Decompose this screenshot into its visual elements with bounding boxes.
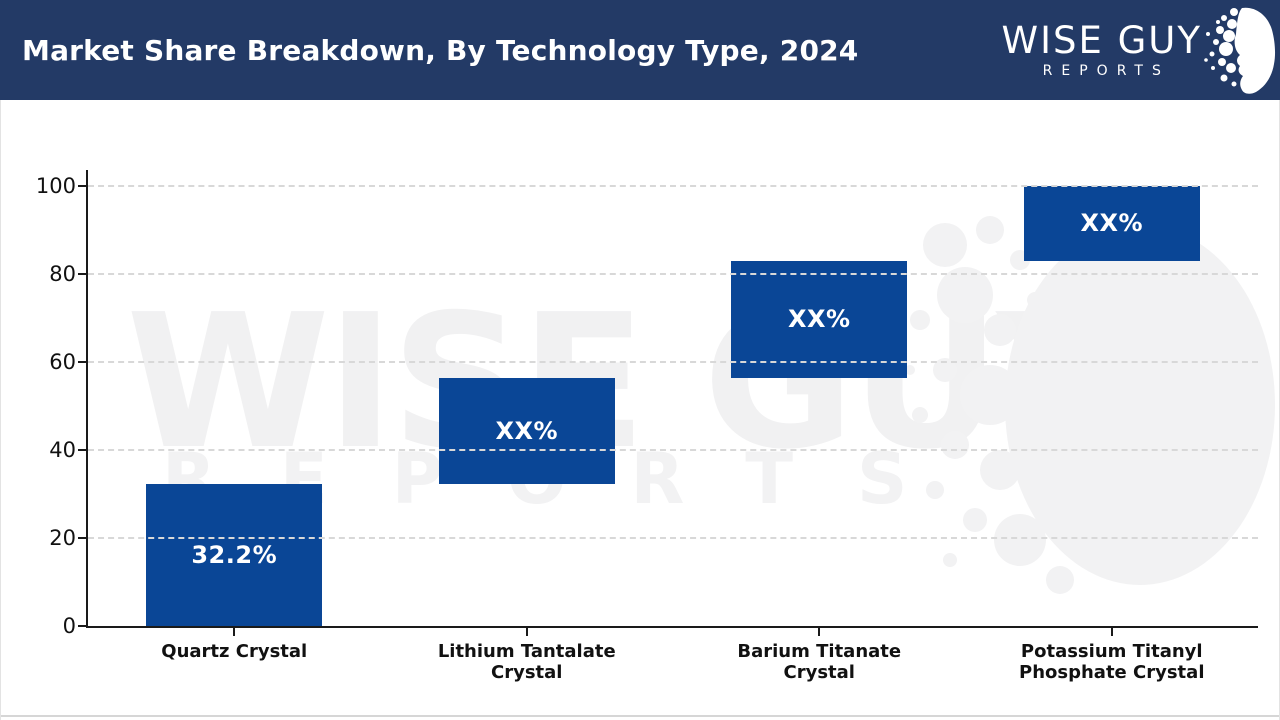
x-axis-category-label: Lithium Tantalate Crystal bbox=[377, 641, 677, 683]
gridline bbox=[88, 361, 1258, 363]
y-axis-tickmark bbox=[78, 449, 87, 451]
bar-value-label: XX% bbox=[787, 305, 851, 334]
x-axis-category-label-line: Crystal bbox=[783, 662, 855, 683]
gridline bbox=[88, 273, 1258, 275]
brand-name: WISE GUY bbox=[1001, 18, 1202, 62]
y-axis-tickmark bbox=[78, 537, 87, 539]
left-edge-border bbox=[0, 100, 1, 720]
y-axis-tick-label: 60 bbox=[49, 350, 76, 374]
y-axis-tickmark bbox=[78, 273, 87, 275]
bar-value-label: XX% bbox=[495, 417, 559, 446]
bar-segment bbox=[146, 484, 323, 626]
header-band: Market Share Breakdown, By Technology Ty… bbox=[0, 0, 1280, 100]
bar-segment bbox=[731, 260, 908, 378]
y-axis-tick-label: 0 bbox=[62, 614, 76, 638]
bar-value-label: XX% bbox=[1080, 209, 1144, 238]
x-axis-category-label-line: Quartz Crystal bbox=[161, 641, 308, 662]
gridline bbox=[88, 537, 1258, 539]
x-axis-tickmark bbox=[233, 628, 236, 636]
y-axis-tickmark bbox=[78, 361, 87, 363]
x-axis-category-label-line: Barium Titanate bbox=[737, 641, 902, 662]
y-axis-line bbox=[86, 170, 88, 628]
y-axis-tickmark bbox=[78, 185, 87, 187]
bar-segment bbox=[1023, 186, 1200, 261]
x-axis-tickmark bbox=[525, 628, 528, 636]
x-axis-category-label-line: Lithium Tantalate bbox=[437, 641, 616, 662]
y-axis-tick-label: 100 bbox=[35, 174, 76, 198]
y-axis-tick-label: 40 bbox=[49, 438, 76, 462]
y-axis-tick-label: 20 bbox=[49, 526, 76, 550]
x-axis-category-label-line: Potassium Titanyl bbox=[1020, 641, 1203, 662]
bar-value-label: 32.2% bbox=[191, 541, 278, 570]
dotted-head-icon bbox=[1204, 7, 1276, 94]
x-axis-category-label: Potassium Titanyl Phosphate Crystal bbox=[962, 641, 1262, 683]
bottom-divider bbox=[0, 715, 1280, 717]
gridline bbox=[88, 449, 1258, 451]
brand-logo: WISE GUY REPORTS bbox=[1002, 4, 1276, 96]
x-axis-category-label: Quartz Crystal bbox=[84, 641, 384, 662]
brand-logo-text: WISE GUY REPORTS bbox=[1002, 22, 1202, 79]
x-axis-category-label-line: Crystal bbox=[491, 662, 563, 683]
watermark-head-icon bbox=[905, 216, 1275, 594]
brand-subname: REPORTS bbox=[1042, 62, 1170, 79]
y-axis-tickmark bbox=[78, 625, 87, 627]
gridline bbox=[88, 185, 1258, 187]
y-axis-tick-label: 80 bbox=[49, 262, 76, 286]
x-axis-category-label: Barium Titanate Crystal bbox=[669, 641, 969, 683]
x-axis-line bbox=[86, 626, 1258, 628]
x-axis-tickmark bbox=[818, 628, 821, 636]
page-title: Market Share Breakdown, By Technology Ty… bbox=[22, 33, 859, 67]
x-axis-tickmark bbox=[1110, 628, 1113, 636]
bar-segment bbox=[438, 377, 615, 485]
x-axis-category-label-line: Phosphate Crystal bbox=[1019, 662, 1205, 683]
